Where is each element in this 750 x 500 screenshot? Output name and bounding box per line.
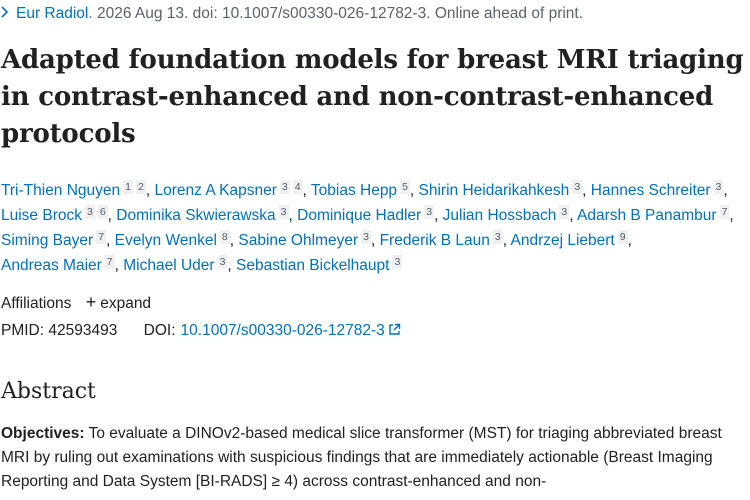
- author-list: Tri-Thien Nguyen 1 2, Lorenz A Kapsner 3 4, …: [1, 178, 746, 278]
- author-name-link[interactable]: Andrzej Liebert: [510, 232, 615, 249]
- abstract-objectives: Objectives: To evaluate a DINOv2-based m…: [1, 422, 741, 494]
- author-entry: Dominika Skwierawska 3,: [116, 205, 293, 224]
- affiliation-number-link[interactable]: 3: [559, 205, 570, 219]
- author-name-link[interactable]: Frederik B Laun: [379, 232, 490, 249]
- author-name-link[interactable]: Tobias Hepp: [310, 182, 398, 199]
- author-name-link[interactable]: Dominika Skwierawska: [116, 207, 276, 224]
- affiliation-number-link[interactable]: 6: [97, 205, 108, 219]
- author-separator: ,: [502, 232, 508, 249]
- author-entry: Dominique Hadler 3,: [297, 205, 439, 224]
- affiliation-number-link[interactable]: 7: [96, 230, 107, 244]
- affiliation-number-link[interactable]: 9: [617, 230, 628, 244]
- author-name-link[interactable]: Adarsh B Panambur: [577, 207, 717, 224]
- affiliations-row: Affiliations + expand: [1, 291, 151, 315]
- affiliation-number-link[interactable]: 3: [279, 180, 290, 194]
- author-entry: Tobias Hepp 5,: [310, 180, 415, 199]
- author-separator: ,: [729, 207, 734, 224]
- author-separator: ,: [627, 232, 632, 249]
- author-name-link[interactable]: Evelyn Wenkel: [114, 232, 217, 249]
- author-separator: ,: [106, 232, 111, 249]
- author-entry: Sebastian Bickelhaupt 3: [236, 255, 403, 274]
- author-separator: ,: [582, 182, 587, 199]
- affiliation-number-link[interactable]: 2: [136, 180, 146, 194]
- abstract-heading: Abstract: [1, 379, 96, 404]
- doi-label: DOI:: [143, 322, 176, 339]
- affiliations-label: Affiliations: [1, 295, 72, 312]
- author-entry: Adarsh B Panambur 7,: [577, 205, 734, 224]
- journal-link[interactable]: Eur Radiol: [16, 5, 89, 22]
- author-entry: Siming Bayer 7,: [1, 230, 111, 249]
- citation-line: Eur Radiol. 2026 Aug 13. doi: 10.1007/s0…: [0, 3, 583, 25]
- affiliation-number-link[interactable]: 3: [572, 180, 583, 194]
- author-separator: ,: [229, 232, 235, 249]
- external-link-icon[interactable]: [388, 321, 401, 343]
- author-name-link[interactable]: Tri-Thien Nguyen: [1, 182, 121, 199]
- objectives-text: To evaluate a DINOv2-based medical slice…: [1, 425, 722, 490]
- author-name-link[interactable]: Siming Bayer: [1, 232, 94, 249]
- author-separator: ,: [370, 232, 376, 249]
- objectives-label: Objectives:: [1, 425, 85, 442]
- author-name-link[interactable]: Hannes Schreiter: [590, 182, 711, 199]
- author-separator: ,: [409, 182, 415, 199]
- article-title: Adapted foundation models for breast MRI…: [1, 45, 744, 149]
- affiliation-number-link[interactable]: 7: [719, 205, 730, 219]
- affiliation-number-link[interactable]: 5: [400, 180, 410, 194]
- affiliation-number-link[interactable]: 4: [292, 180, 303, 194]
- affiliation-number-link[interactable]: 3: [361, 230, 371, 244]
- citation-details: . 2026 Aug 13. doi: 10.1007/s00330-026-1…: [88, 5, 584, 22]
- plus-icon[interactable]: +: [85, 292, 97, 312]
- author-entry: Sabine Ohlmeyer 3,: [238, 230, 376, 249]
- author-name-link[interactable]: Sabine Ohlmeyer: [238, 232, 359, 249]
- author-entry: Michael Uder 3,: [123, 255, 232, 274]
- affiliation-number-link[interactable]: 3: [84, 205, 95, 219]
- author-separator: ,: [288, 207, 293, 224]
- pmid-value: 42593493: [48, 322, 118, 339]
- doi-link[interactable]: 10.1007/s00330-026-12782-3: [180, 322, 385, 339]
- author-separator: ,: [107, 207, 112, 224]
- author-name-link[interactable]: Michael Uder: [123, 257, 215, 274]
- author-entry: Frederik B Laun 3,: [379, 230, 508, 249]
- author-separator: ,: [434, 207, 439, 224]
- author-entry: Luise Brock 3 6,: [1, 205, 112, 224]
- author-separator: ,: [723, 182, 728, 199]
- author-entry: Julian Hossbach 3,: [442, 205, 574, 224]
- author-separator: ,: [569, 207, 574, 224]
- affiliation-number-link[interactable]: 3: [278, 205, 289, 219]
- author-entry: Andreas Maier 7,: [1, 255, 119, 274]
- author-name-link[interactable]: Sebastian Bickelhaupt: [236, 257, 390, 274]
- affiliation-number-link[interactable]: 8: [219, 230, 230, 244]
- expand-button[interactable]: expand: [100, 295, 152, 312]
- author-name-link[interactable]: Shirin Heidarikahkesh: [418, 182, 570, 199]
- affiliation-number-link[interactable]: 3: [713, 180, 724, 194]
- author-name-link[interactable]: Lorenz A Kapsner: [154, 182, 277, 199]
- author-separator: ,: [114, 257, 119, 274]
- author-entry: Hannes Schreiter 3,: [590, 180, 728, 199]
- pmid-label: PMID:: [1, 322, 45, 339]
- author-separator: ,: [145, 182, 151, 199]
- affiliation-number-link[interactable]: 7: [104, 255, 115, 269]
- author-separator: ,: [227, 257, 232, 274]
- author-entry: Lorenz A Kapsner 3 4,: [154, 180, 307, 199]
- author-name-link[interactable]: Andreas Maier: [1, 257, 102, 274]
- author-separator: ,: [302, 182, 307, 199]
- author-entry: Tri-Thien Nguyen 1 2,: [1, 180, 151, 199]
- affiliation-number-link[interactable]: 3: [424, 205, 435, 219]
- affiliation-number-link[interactable]: 3: [217, 255, 228, 269]
- author-entry: Andrzej Liebert 9,: [510, 230, 632, 249]
- author-name-link[interactable]: Julian Hossbach: [442, 207, 557, 224]
- author-entry: Shirin Heidarikahkesh 3,: [418, 180, 587, 199]
- author-name-link[interactable]: Dominique Hadler: [297, 207, 422, 224]
- author-name-link[interactable]: Luise Brock: [1, 207, 82, 224]
- affiliation-number-link[interactable]: 3: [492, 230, 503, 244]
- chevron-right-icon[interactable]: [0, 3, 16, 25]
- affiliation-number-link[interactable]: 1: [123, 180, 134, 194]
- author-entry: Evelyn Wenkel 8,: [114, 230, 235, 249]
- affiliation-number-link[interactable]: 3: [392, 255, 403, 269]
- identifiers-row: PMID: 42593493 DOI: 10.1007/s00330-026-12…: [1, 320, 401, 343]
